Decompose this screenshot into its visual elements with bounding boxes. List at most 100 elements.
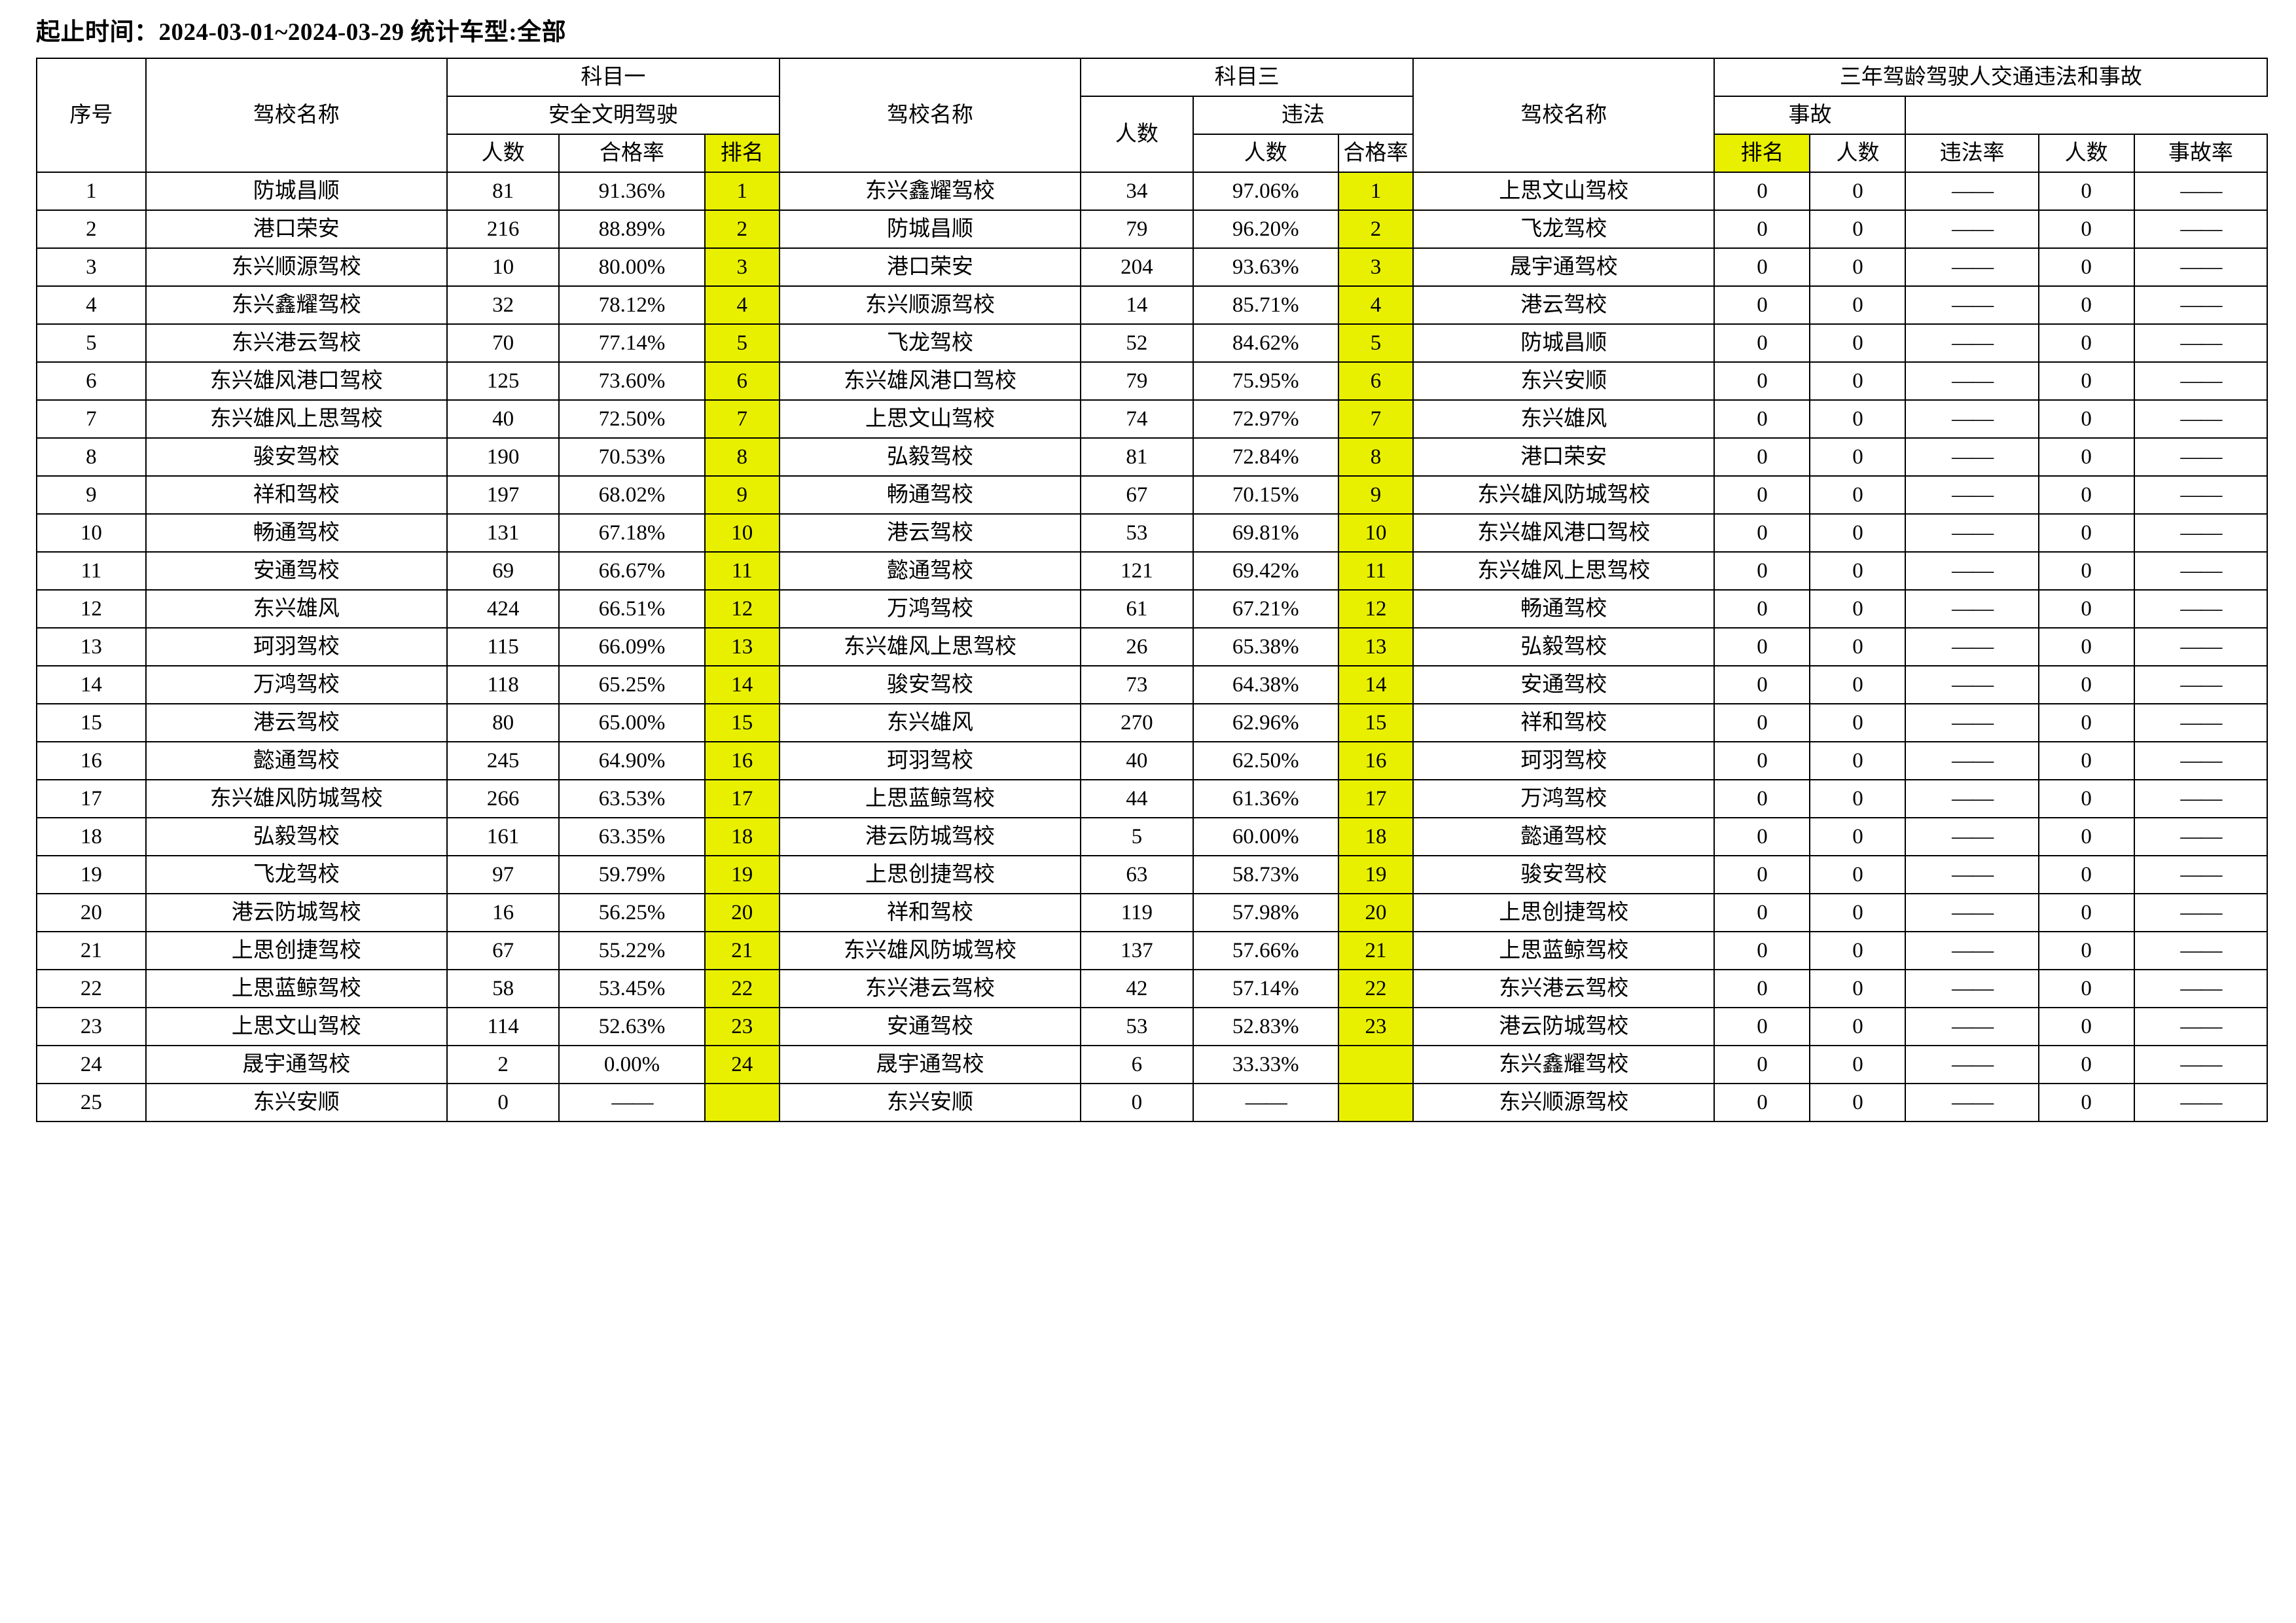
header-pass-rate-subject-three: 合格率 (1337, 134, 1414, 173)
cell-school-name-2: 防城昌顺 (778, 210, 1082, 249)
cell-rank-subject-three: 18 (1337, 817, 1414, 856)
cell-school-name-1: 防城昌顺 (145, 172, 448, 211)
cell-seq: 20 (36, 893, 147, 932)
cell-pass-rate-subject-one: 73.60% (558, 361, 706, 401)
cell-total-count: 0 (1713, 627, 1811, 666)
cell-accident-count: 0 (2037, 741, 2135, 780)
cell-total-count: 0 (1713, 703, 1811, 742)
cell-violation-rate: —— (1905, 817, 2039, 856)
cell-rank-subject-three: 20 (1337, 893, 1414, 932)
cell-pass-rate-subject-three: 57.98% (1192, 893, 1339, 932)
cell-count-subject-three: 137 (1080, 931, 1194, 970)
header-seq: 序号 (36, 58, 147, 173)
cell-pass-rate-subject-three: —— (1192, 1083, 1339, 1122)
cell-count-subject-one: 266 (446, 779, 560, 818)
cell-rank-subject-three: 17 (1337, 779, 1414, 818)
cell-school-name-2: 骏安驾校 (778, 665, 1082, 704)
cell-count-subject-one: 245 (446, 741, 560, 780)
table-row: 23 上思文山驾校 114 52.63% 23 安通驾校 53 52.83% 23 港云防城驾校 0… (36, 1007, 2269, 1046)
cell-total-count: 0 (1713, 513, 1811, 553)
cell-count-subject-one: 81 (446, 172, 560, 211)
cell-pass-rate-subject-three: 65.38% (1192, 627, 1339, 666)
cell-violation-count: 0 (1809, 551, 1907, 591)
header-count-subject-one: 人数 (446, 134, 560, 173)
cell-school-name-1: 弘毅驾校 (145, 817, 448, 856)
cell-violation-rate: —— (1905, 210, 2039, 249)
table-row: 6 东兴雄风港口驾校 125 73.60% 6 东兴雄风港口驾校 79 75.95% 6 东兴安顺… (36, 361, 2269, 401)
cell-accident-rate: —— (2133, 893, 2269, 932)
cell-pass-rate-subject-three: 72.97% (1192, 399, 1339, 439)
cell-violation-rate: —— (1905, 361, 2039, 401)
cell-rank-subject-one: 18 (704, 817, 780, 856)
table-row: 13 珂羽驾校 115 66.09% 13 东兴雄风上思驾校 26 65.38% 13 弘毅驾校 0… (36, 627, 2269, 666)
cell-violation-rate: —— (1905, 779, 2039, 818)
table-header: 序号 驾校名称 科目一 驾校名称 科目三 驾校名称 三年驾龄驾驶人交通违法和事故… (36, 58, 2269, 173)
cell-pass-rate-subject-one: 63.53% (558, 779, 706, 818)
cell-count-subject-three: 0 (1080, 1083, 1194, 1122)
table-row: 17 东兴雄风防城驾校 266 63.53% 17 上思蓝鲸驾校 44 61.36% 17 万鸿驾… (36, 779, 2269, 818)
cell-count-subject-three: 74 (1080, 399, 1194, 439)
cell-count-subject-one: 118 (446, 665, 560, 704)
cell-school-name-3: 东兴雄风上思驾校 (1412, 551, 1715, 591)
cell-count-subject-one: 69 (446, 551, 560, 591)
cell-violation-rate: —— (1905, 931, 2039, 970)
header-rank-subject-one: 排名 (704, 134, 780, 173)
cell-accident-rate: —— (2133, 741, 2269, 780)
cell-count-subject-three: 121 (1080, 551, 1194, 591)
cell-school-name-1: 东兴顺源驾校 (145, 247, 448, 287)
cell-accident-count: 0 (2037, 323, 2135, 363)
cell-rank-subject-one (704, 1083, 780, 1122)
cell-violation-count: 0 (1809, 475, 1907, 515)
cell-school-name-1: 东兴安顺 (145, 1083, 448, 1122)
cell-rank-subject-one: 2 (704, 210, 780, 249)
cell-school-name-2: 珂羽驾校 (778, 741, 1082, 780)
cell-seq: 12 (36, 589, 147, 629)
table-row: 4 东兴鑫耀驾校 32 78.12% 4 东兴顺源驾校 14 85.71% 4 港云驾校 0 0 —— 0… (36, 285, 2269, 325)
header-school-name-2: 驾校名称 (778, 58, 1082, 173)
cell-school-name-3: 晟宇通驾校 (1412, 247, 1715, 287)
cell-count-subject-three: 79 (1080, 361, 1194, 401)
cell-pass-rate-subject-three: 85.71% (1192, 285, 1339, 325)
cell-count-subject-one: 0 (446, 1083, 560, 1122)
cell-school-name-1: 上思蓝鲸驾校 (145, 969, 448, 1008)
cell-violation-rate: —— (1905, 1083, 2039, 1122)
cell-count-subject-three: 81 (1080, 437, 1194, 477)
cell-violation-rate: —— (1905, 437, 2039, 477)
cell-pass-rate-subject-one: 70.53% (558, 437, 706, 477)
cell-school-name-2: 上思文山驾校 (778, 399, 1082, 439)
cell-pass-rate-subject-three: 84.62% (1192, 323, 1339, 363)
cell-school-name-1: 东兴雄风港口驾校 (145, 361, 448, 401)
cell-pass-rate-subject-one: 52.63% (558, 1007, 706, 1046)
cell-accident-count: 0 (2037, 361, 2135, 401)
cell-rank-subject-one: 10 (704, 513, 780, 553)
header-subject-one: 科目一 (446, 58, 780, 97)
table-body: 1 防城昌顺 81 91.36% 1 东兴鑫耀驾校 34 97.06% 1 上思文山驾校 0 0 —— 0… (36, 172, 2269, 1122)
header-pass-rate-subject-one: 合格率 (558, 134, 706, 173)
cell-count-subject-three: 61 (1080, 589, 1194, 629)
cell-accident-rate: —— (2133, 323, 2269, 363)
cell-total-count: 0 (1713, 665, 1811, 704)
cell-pass-rate-subject-three: 69.81% (1192, 513, 1339, 553)
cell-count-subject-one: 2 (446, 1045, 560, 1084)
cell-accident-count: 0 (2037, 513, 2135, 553)
cell-total-count: 0 (1713, 969, 1811, 1008)
cell-total-count: 0 (1713, 817, 1811, 856)
cell-accident-rate: —— (2133, 703, 2269, 742)
cell-violation-rate: —— (1905, 1045, 2039, 1084)
header-violation-count: 人数 (1809, 134, 1907, 173)
cell-rank-subject-one: 14 (704, 665, 780, 704)
cell-pass-rate-subject-one: 64.90% (558, 741, 706, 780)
cell-count-subject-one: 114 (446, 1007, 560, 1046)
cell-pass-rate-subject-one: 88.89% (558, 210, 706, 249)
cell-violation-rate: —— (1905, 1007, 2039, 1046)
cell-accident-count: 0 (2037, 285, 2135, 325)
cell-accident-rate: —— (2133, 551, 2269, 591)
cell-accident-rate: —— (2133, 589, 2269, 629)
cell-rank-subject-one: 22 (704, 969, 780, 1008)
cell-accident-count: 0 (2037, 551, 2135, 591)
table-row: 8 骏安驾校 190 70.53% 8 弘毅驾校 81 72.84% 8 港口荣安 0 0 —— 0 —— (36, 437, 2269, 477)
cell-total-count: 0 (1713, 855, 1811, 894)
cell-accident-count: 0 (2037, 855, 2135, 894)
cell-violation-rate: —— (1905, 969, 2039, 1008)
cell-school-name-2: 飞龙驾校 (778, 323, 1082, 363)
